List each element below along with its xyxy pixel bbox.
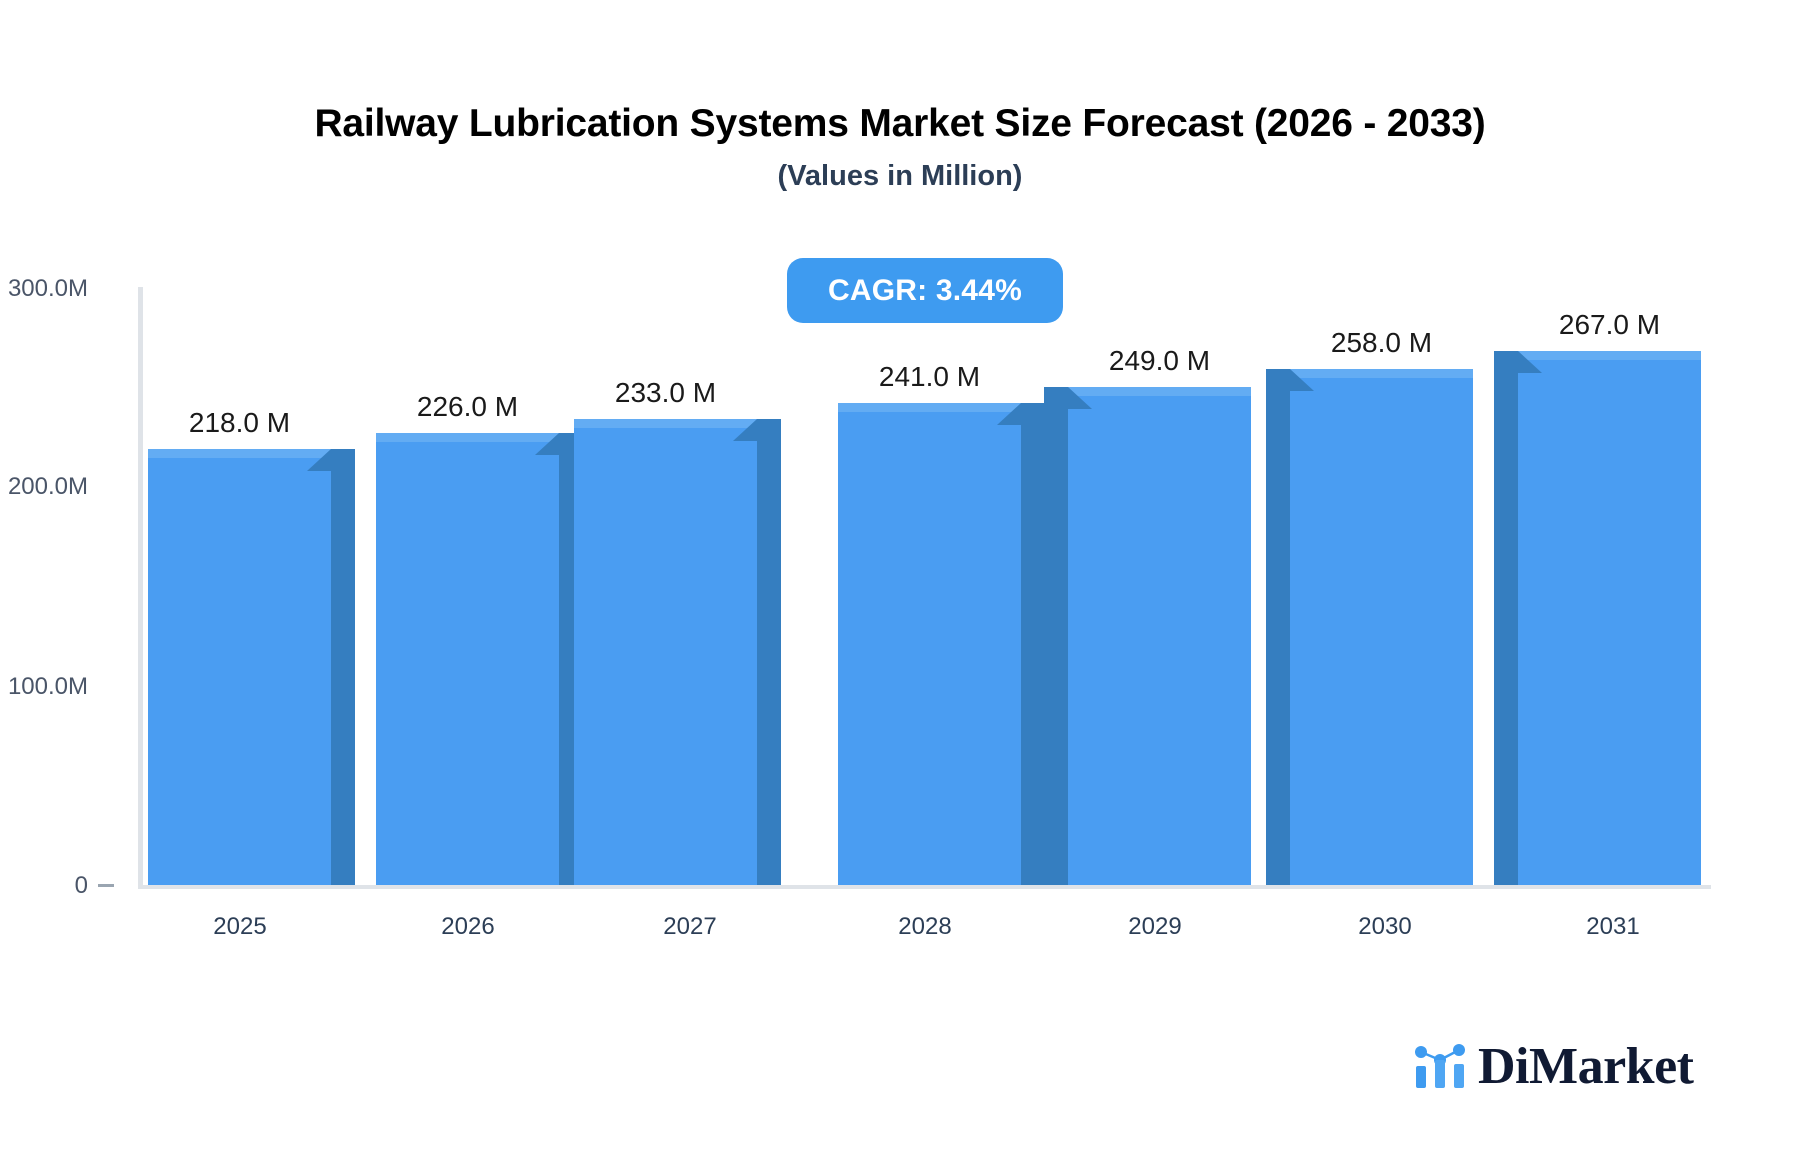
bar-2030[interactable]: 258.0 M [1266,327,1473,885]
bar-side-face [1021,425,1045,885]
bar-2031[interactable]: 267.0 M [1494,309,1701,885]
bar-front-face [1068,387,1251,885]
bar-side-bevel [997,403,1045,425]
y-axis-tick-300: 300.0M [7,275,88,302]
x-axis-tick-2027: 2027 [663,913,717,940]
x-axis-tick-2029: 2029 [1128,913,1182,940]
bar-value-label: 241.0 M [878,361,981,392]
bar-front-face [1518,351,1701,885]
bar-top-face [1068,387,1251,396]
bar-top-face [376,433,559,442]
bar-side-face [331,471,355,885]
x-axis-tick-2025: 2025 [213,913,267,940]
x-axis-line [138,885,1711,889]
bar-side-face [757,441,781,885]
bar-top-face [1518,351,1701,360]
y-axis-tick-200: 200.0M [7,473,88,500]
bar-front-face [1290,369,1473,885]
chart-subtitle: (Values in Million) [777,159,1023,192]
bar-side-bevel [1044,387,1092,409]
bar-top-face [574,419,757,428]
bar-side-bevel [535,433,583,455]
bar-value-label: 233.0 M [614,377,717,408]
bar-value-label: 249.0 M [1108,345,1211,376]
y-axis-tick-100: 100.0M [7,673,88,700]
brand-logo: DiMarket [1412,1036,1694,1097]
bar-top-face [838,403,1021,412]
page-title: Railway Lubrication Systems Market Size … [314,102,1486,145]
bar-side-face [1266,391,1290,885]
bar-value-label: 258.0 M [1330,327,1433,358]
bar-front-face [148,449,331,885]
x-axis-tick-2030: 2030 [1358,913,1412,940]
bar-side-bevel [1494,351,1542,373]
bar-front-face [376,433,559,885]
bar-2027[interactable]: 233.0 M [574,377,781,885]
bar-side-face [1494,373,1518,885]
cagr-badge: CAGR: 3.44% [787,258,1063,323]
bar-front-face [574,419,757,885]
bar-side-bevel [733,419,781,441]
bar-value-label: 218.0 M [188,407,291,438]
bar-value-label: 226.0 M [416,391,519,422]
x-axis-tick-2026: 2026 [441,913,495,940]
bar-2029[interactable]: 249.0 M [1044,345,1251,885]
bar-chart-trend-icon [1412,1036,1468,1097]
brand-logo-text: DiMarket [1478,1037,1694,1095]
chart-header: Railway Lubrication Systems Market Size … [0,0,1800,191]
y-axis-tick-0: 0 [74,872,88,899]
bar-2026[interactable]: 226.0 M [376,391,583,885]
bar-side-bevel [307,449,355,471]
bar-2025[interactable]: 218.0 M [148,407,355,885]
bar-side-face [1044,409,1068,885]
x-axis-tick-2028: 2028 [898,913,952,940]
y-axis-line [138,287,143,887]
bar-value-label: 267.0 M [1558,309,1661,340]
y-axis-tick-mark-0 [98,884,114,887]
x-axis-tick-2031: 2031 [1586,913,1640,940]
bar-top-face [148,449,331,458]
cagr-badge-label: CAGR: 3.44% [828,273,1022,307]
bar-front-face [838,403,1021,885]
bar-top-face [1290,369,1473,378]
bar-2028[interactable]: 241.0 M [838,361,1045,885]
bar-side-bevel [1266,369,1314,391]
